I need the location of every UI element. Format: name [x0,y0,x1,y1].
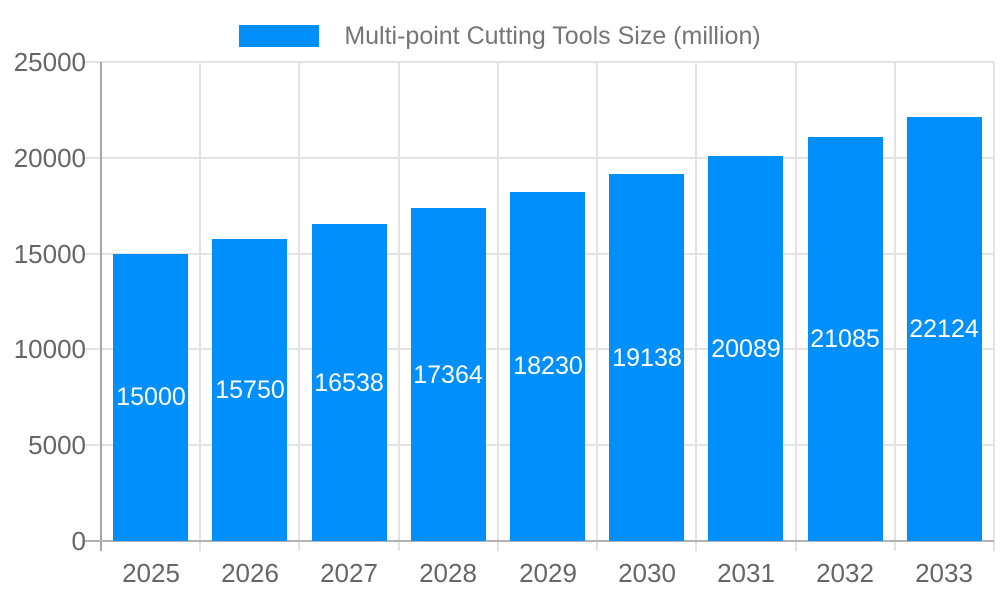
x-gridline [298,62,300,551]
bar-2027 [312,224,387,541]
x-axis-tick-label: 2029 [519,558,577,588]
bar-2033 [907,117,982,541]
x-axis-tick-label: 2027 [320,558,378,588]
bar-value-label: 22124 [909,315,979,343]
x-axis-tick-label: 2031 [717,558,775,588]
x-gridline [695,62,697,551]
y-gridline [85,61,994,63]
x-axis-tick-label: 2032 [816,558,874,588]
x-gridline [894,62,896,551]
x-axis-tick-label: 2028 [419,558,477,588]
bar-value-label: 16538 [314,369,384,397]
bar-value-label: 21085 [810,325,880,353]
bar-2025 [113,254,188,541]
bar-value-label: 19138 [612,344,682,372]
x-axis-tick-label: 2033 [915,558,973,588]
legend-label: Multi-point Cutting Tools Size (million) [344,22,761,50]
y-axis-line [100,62,102,551]
x-gridline [596,62,598,551]
y-axis-tick-label: 5000 [28,430,86,460]
bar-2030 [609,174,684,541]
x-axis-tick-label: 2025 [122,558,180,588]
bar-2026 [212,239,287,541]
legend: Multi-point Cutting Tools Size (million) [0,20,1000,52]
y-axis-tick-label: 20000 [13,143,86,173]
bar-2031 [708,156,783,541]
y-axis-tick-label: 15000 [13,239,86,269]
x-gridline [497,62,499,551]
bar-value-label: 15750 [215,376,285,404]
x-axis-tick-label: 2030 [618,558,676,588]
bar-value-label: 18230 [513,352,583,380]
y-axis-tick-label: 0 [71,526,86,556]
y-axis-tick-label: 10000 [13,334,86,364]
bar-2029 [510,192,585,541]
bar-2032 [808,137,883,541]
y-axis-tick-label: 25000 [13,47,86,77]
x-gridline [398,62,400,551]
bar-value-label: 17364 [413,361,483,389]
bar-value-label: 15000 [116,383,186,411]
x-gridline [199,62,201,551]
x-gridline [993,62,995,551]
legend-swatch[interactable] [239,25,320,47]
bar-value-label: 20089 [711,335,781,363]
x-gridline [795,62,797,551]
bar-2028 [411,208,486,541]
x-axis-tick-label: 2026 [221,558,279,588]
